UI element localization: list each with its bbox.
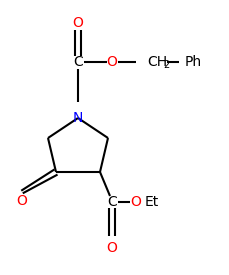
Text: C: C: [73, 55, 83, 69]
Text: C: C: [107, 195, 117, 209]
Text: 2: 2: [163, 60, 169, 70]
Text: O: O: [73, 16, 83, 30]
Text: O: O: [106, 241, 117, 255]
Text: Ph: Ph: [184, 55, 202, 69]
Text: O: O: [131, 195, 142, 209]
Text: O: O: [106, 55, 117, 69]
Text: CH: CH: [147, 55, 167, 69]
Text: O: O: [16, 194, 27, 208]
Text: Et: Et: [145, 195, 159, 209]
Text: N: N: [73, 111, 83, 125]
